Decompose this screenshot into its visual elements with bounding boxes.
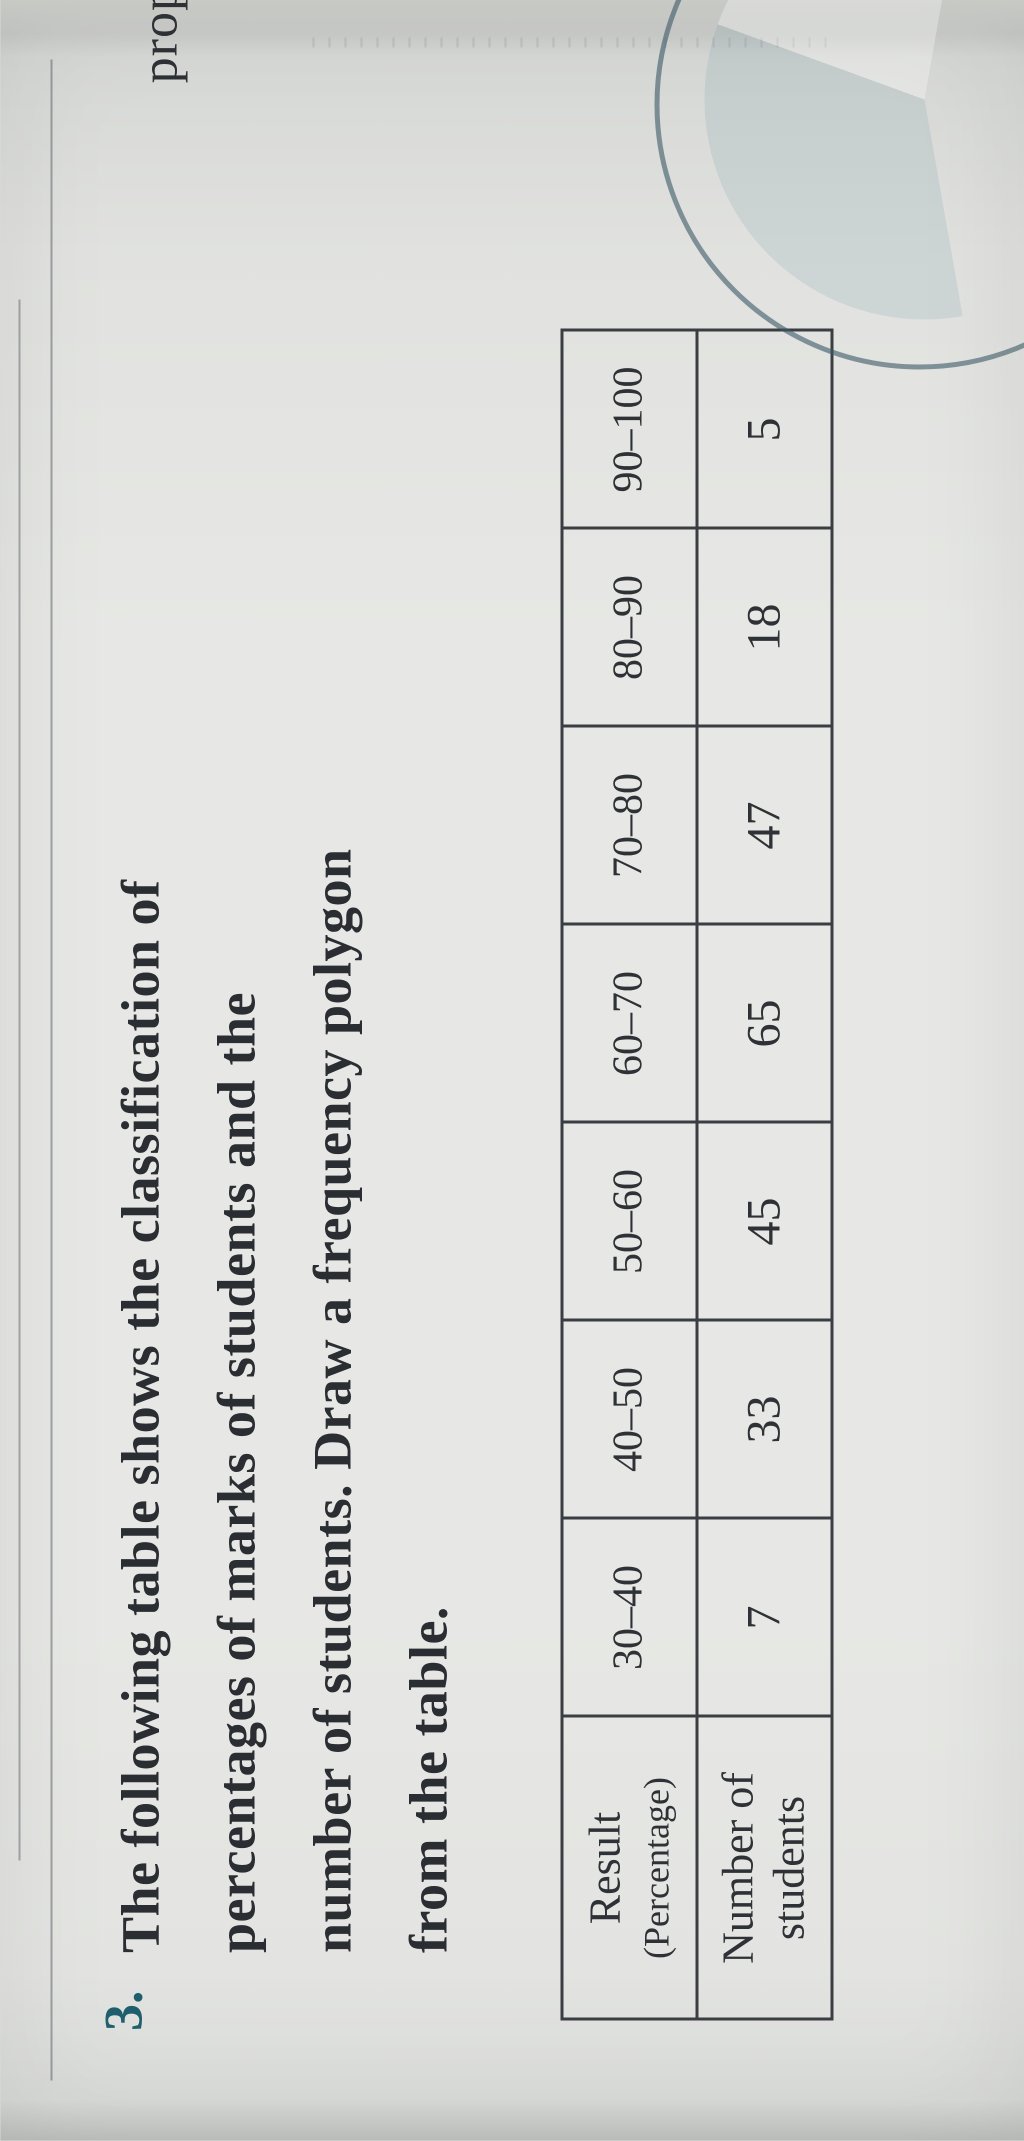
pie-chart-outline	[654, 0, 1024, 370]
row-header-sublabel: (Percentage)	[637, 1718, 678, 2018]
question-text: The following table shows the classifica…	[92, 150, 476, 1953]
question-line: The following table shows the classifica…	[92, 150, 188, 1953]
row-header-label: Result	[580, 1812, 629, 1924]
column-header: 50–60	[562, 1123, 697, 1321]
table-cell: 18	[697, 529, 832, 727]
cropped-margin-text: prop	[130, 0, 189, 83]
table-row: Number of students 7 33 45 65 47 18 5	[697, 331, 832, 2020]
table-cell: 45	[697, 1123, 832, 1321]
table-cell: 65	[697, 925, 832, 1123]
column-header: 40–50	[562, 1321, 697, 1519]
table-cell: 5	[697, 331, 832, 529]
page-left-shadow	[0, 2101, 1024, 2141]
table-row: Result (Percentage) 30–40 40–50 50–60 60…	[562, 331, 697, 2020]
question-line: percentages of marks of students and the	[188, 150, 284, 1953]
column-header: 30–40	[562, 1519, 697, 1717]
row-header-students: Number of students	[697, 1717, 832, 2020]
frequency-table: Result (Percentage) 30–40 40–50 50–60 60…	[560, 329, 833, 2021]
column-header: 80–90	[562, 529, 697, 727]
horizontal-rule	[18, 300, 20, 1861]
question-line: from the table.	[380, 150, 476, 1953]
question-line: number of students. Draw a frequency pol…	[284, 150, 380, 1953]
question-number: 3.	[92, 1991, 154, 2032]
table-cell: 7	[697, 1519, 832, 1717]
row-header-label: Number of students	[713, 1772, 813, 1964]
horizontal-rule	[50, 60, 52, 2081]
column-header: 70–80	[562, 727, 697, 925]
table-cell: 33	[697, 1321, 832, 1519]
column-header: 90–100	[562, 331, 697, 529]
table-cell: 47	[697, 727, 832, 925]
scanned-page: 3. The following table shows the classif…	[0, 0, 1024, 2141]
column-header: 60–70	[562, 925, 697, 1123]
row-header-result: Result (Percentage)	[562, 1717, 697, 2020]
